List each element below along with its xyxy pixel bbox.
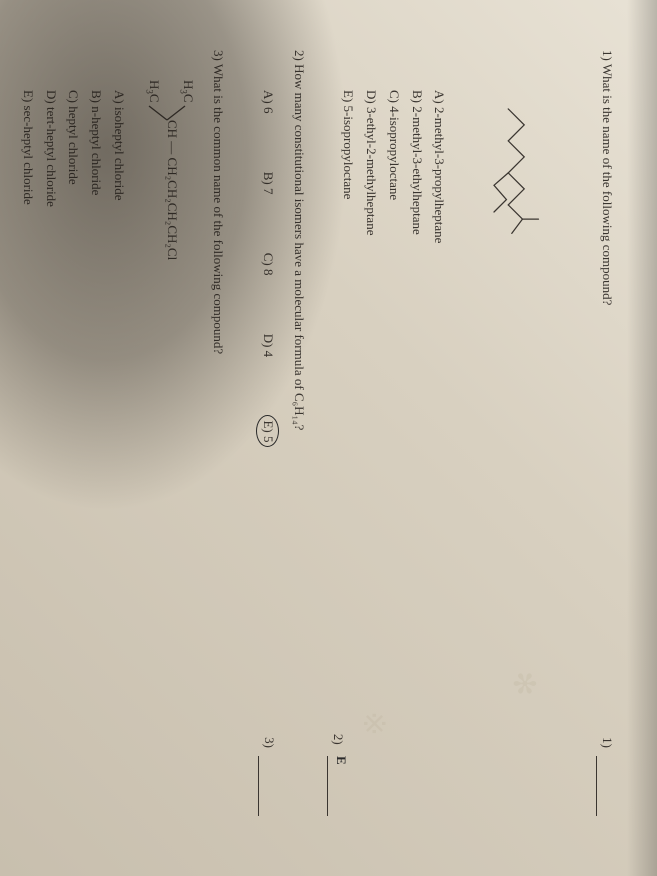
answer-blank[interactable]: E — [327, 756, 349, 816]
q2-option-c: C) 8 — [257, 253, 278, 276]
question-2: 2) How many constitutional isomers have … — [256, 50, 310, 826]
top-edge-shadow — [627, 0, 657, 876]
q1-options: A) 2-methyl-3-propylheptane B) 2-methyl-… — [337, 90, 449, 826]
answer-blank[interactable] — [596, 756, 597, 816]
q2-slot-label: 2) — [331, 734, 346, 745]
q3-structure-condensed: H3C H3C CH — CH₂CH₂CH₂CH₂Cl — [139, 80, 195, 826]
answer-blank[interactable] — [258, 756, 259, 816]
q3-option-b: B) n-heptyl chloride — [85, 90, 106, 826]
q1-option-c: C) 4-isopropyloctane — [383, 90, 404, 826]
q1-option-a: A) 2-methyl-3-propylheptane — [429, 90, 450, 826]
q3-option-e: E) sec-heptyl chloride — [17, 90, 38, 826]
worksheet-page: ✻ ※ 1) What is the name of the following… — [0, 0, 657, 876]
q2-written-answer: E — [330, 756, 351, 765]
q1-option-e: E) 5-isopropyloctane — [337, 90, 358, 826]
q2-prompt: 2) How many constitutional isomers have … — [289, 50, 310, 826]
q1-option-d: D) 3-ethyl-2-methylheptane — [360, 90, 381, 826]
q3-option-c: C) heptyl chloride — [63, 90, 84, 826]
q2-option-e-circled: E) 5 — [256, 415, 279, 502]
q3-prompt: 3) What is the common name of the follow… — [207, 50, 228, 826]
q1-answer-slot: 1) — [596, 737, 617, 816]
methyl-bottom: H3C — [144, 80, 161, 103]
q1-structure-skeletal — [481, 100, 571, 260]
methyl-top: H3C — [178, 80, 195, 103]
question-1: 1) What is the name of the following com… — [337, 50, 617, 826]
q2-option-d: D) 4 — [257, 334, 278, 357]
q1-option-b: B) 2-methyl-3-ethylheptane — [406, 90, 427, 826]
carbon-chain: CH — CH₂CH₂CH₂CH₂Cl — [165, 120, 179, 260]
q3-option-a: A) isoheptyl chloride — [108, 90, 129, 826]
question-3: 3) What is the common name of the follow… — [17, 50, 228, 826]
q3-answer-slot: 3) — [258, 737, 279, 816]
q2-answer-slot: 2) E — [327, 734, 349, 816]
circled-choice: E) 5 — [256, 415, 279, 447]
q3-slot-label: 3) — [262, 737, 277, 748]
q3-option-d: D) tert-heptyl chloride — [40, 90, 61, 826]
q2-options: A) 6 B) 7 C) 8 D) 4 E) 5 — [256, 90, 279, 826]
q2-option-a: A) 6 — [257, 90, 278, 113]
q1-prompt: 1) What is the name of the following com… — [596, 50, 617, 826]
q1-slot-label: 1) — [600, 737, 615, 748]
q2-option-b: B) 7 — [257, 172, 278, 195]
q3-options: A) isoheptyl chloride B) n-heptyl chlori… — [17, 90, 129, 826]
